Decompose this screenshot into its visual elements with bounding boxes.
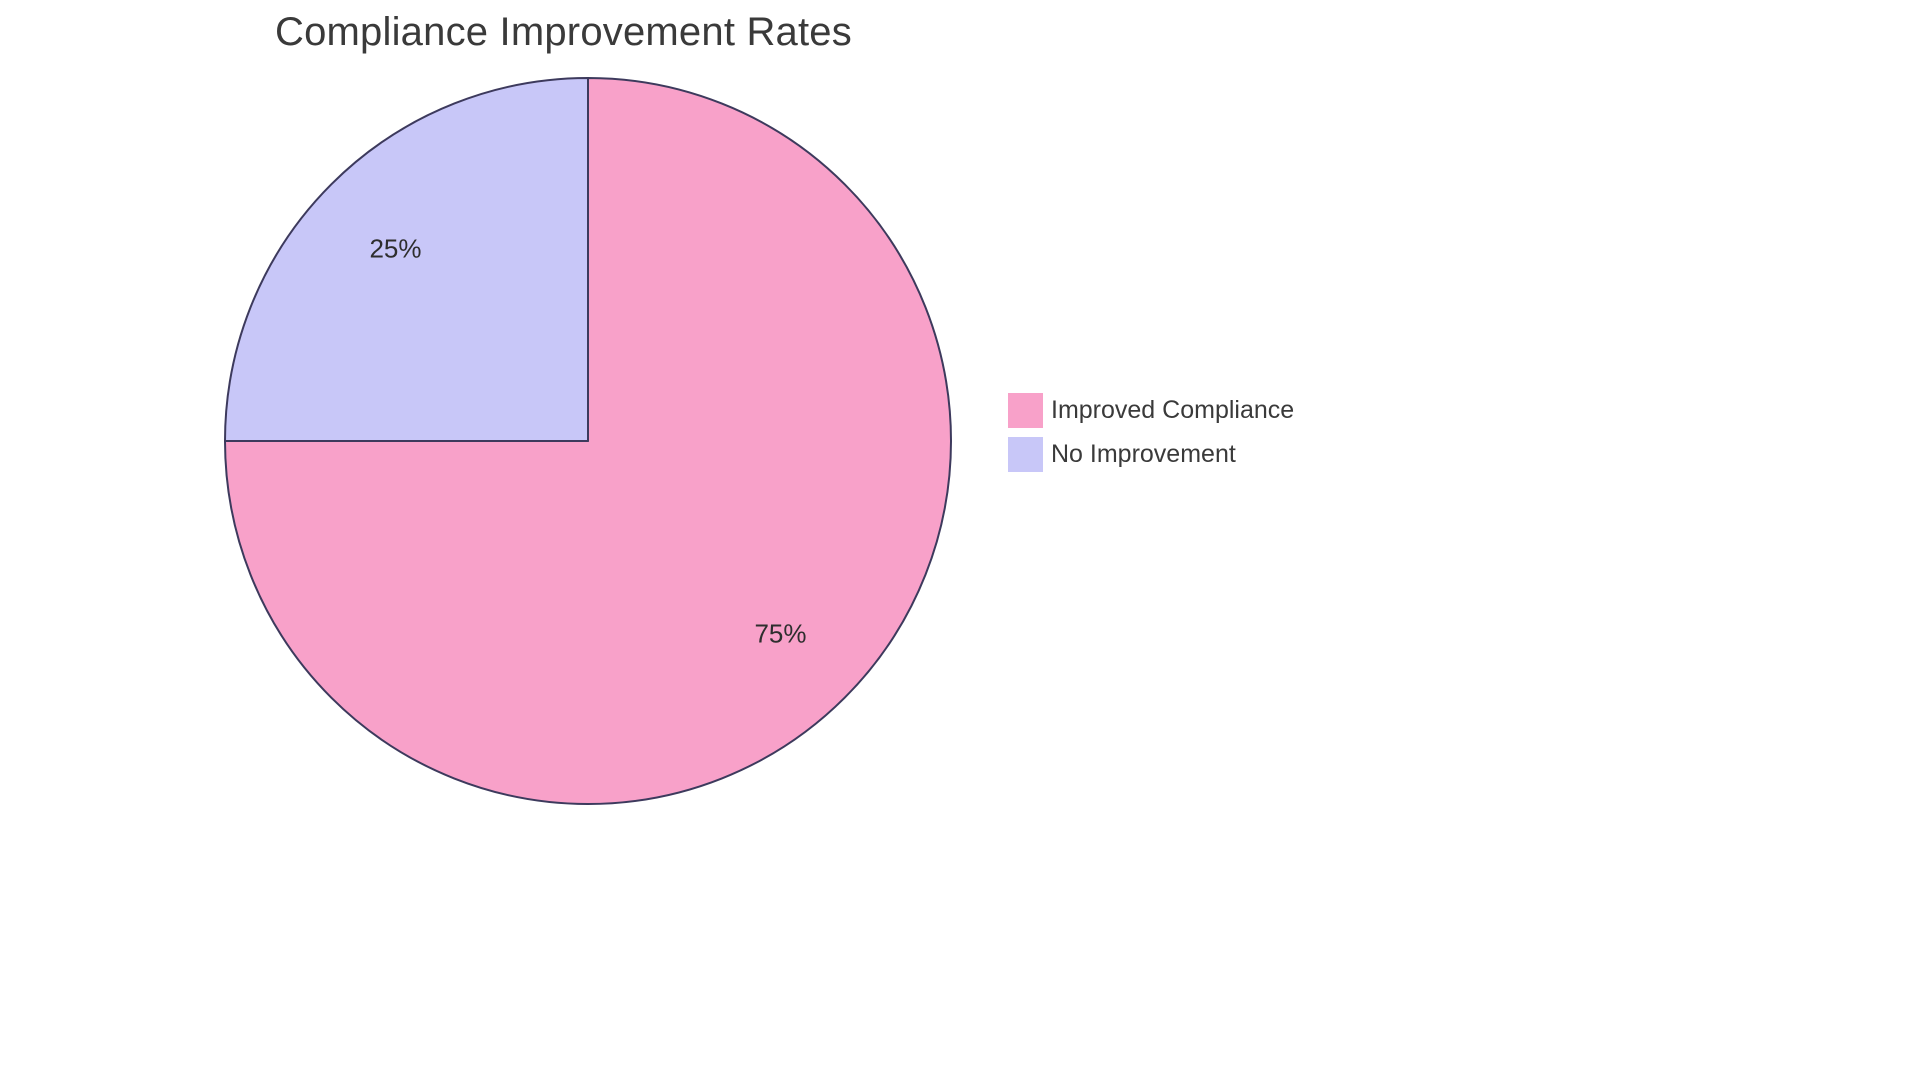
legend-swatch-icon xyxy=(1008,437,1043,472)
legend-item-1[interactable]: No Improvement xyxy=(1008,437,1294,472)
legend-swatch-icon xyxy=(1008,393,1043,428)
slice-percentage-label-0: 75% xyxy=(754,619,806,649)
slice-percentage-label-1: 25% xyxy=(369,234,421,264)
legend-item-0[interactable]: Improved Compliance xyxy=(1008,393,1294,428)
legend: Improved Compliance No Improvement xyxy=(1008,393,1294,472)
legend-label: No Improvement xyxy=(1051,440,1236,468)
pie-slice-1[interactable] xyxy=(224,77,589,442)
legend-label: Improved Compliance xyxy=(1051,396,1295,424)
chart-title: Compliance Improvement Rates xyxy=(275,10,852,54)
